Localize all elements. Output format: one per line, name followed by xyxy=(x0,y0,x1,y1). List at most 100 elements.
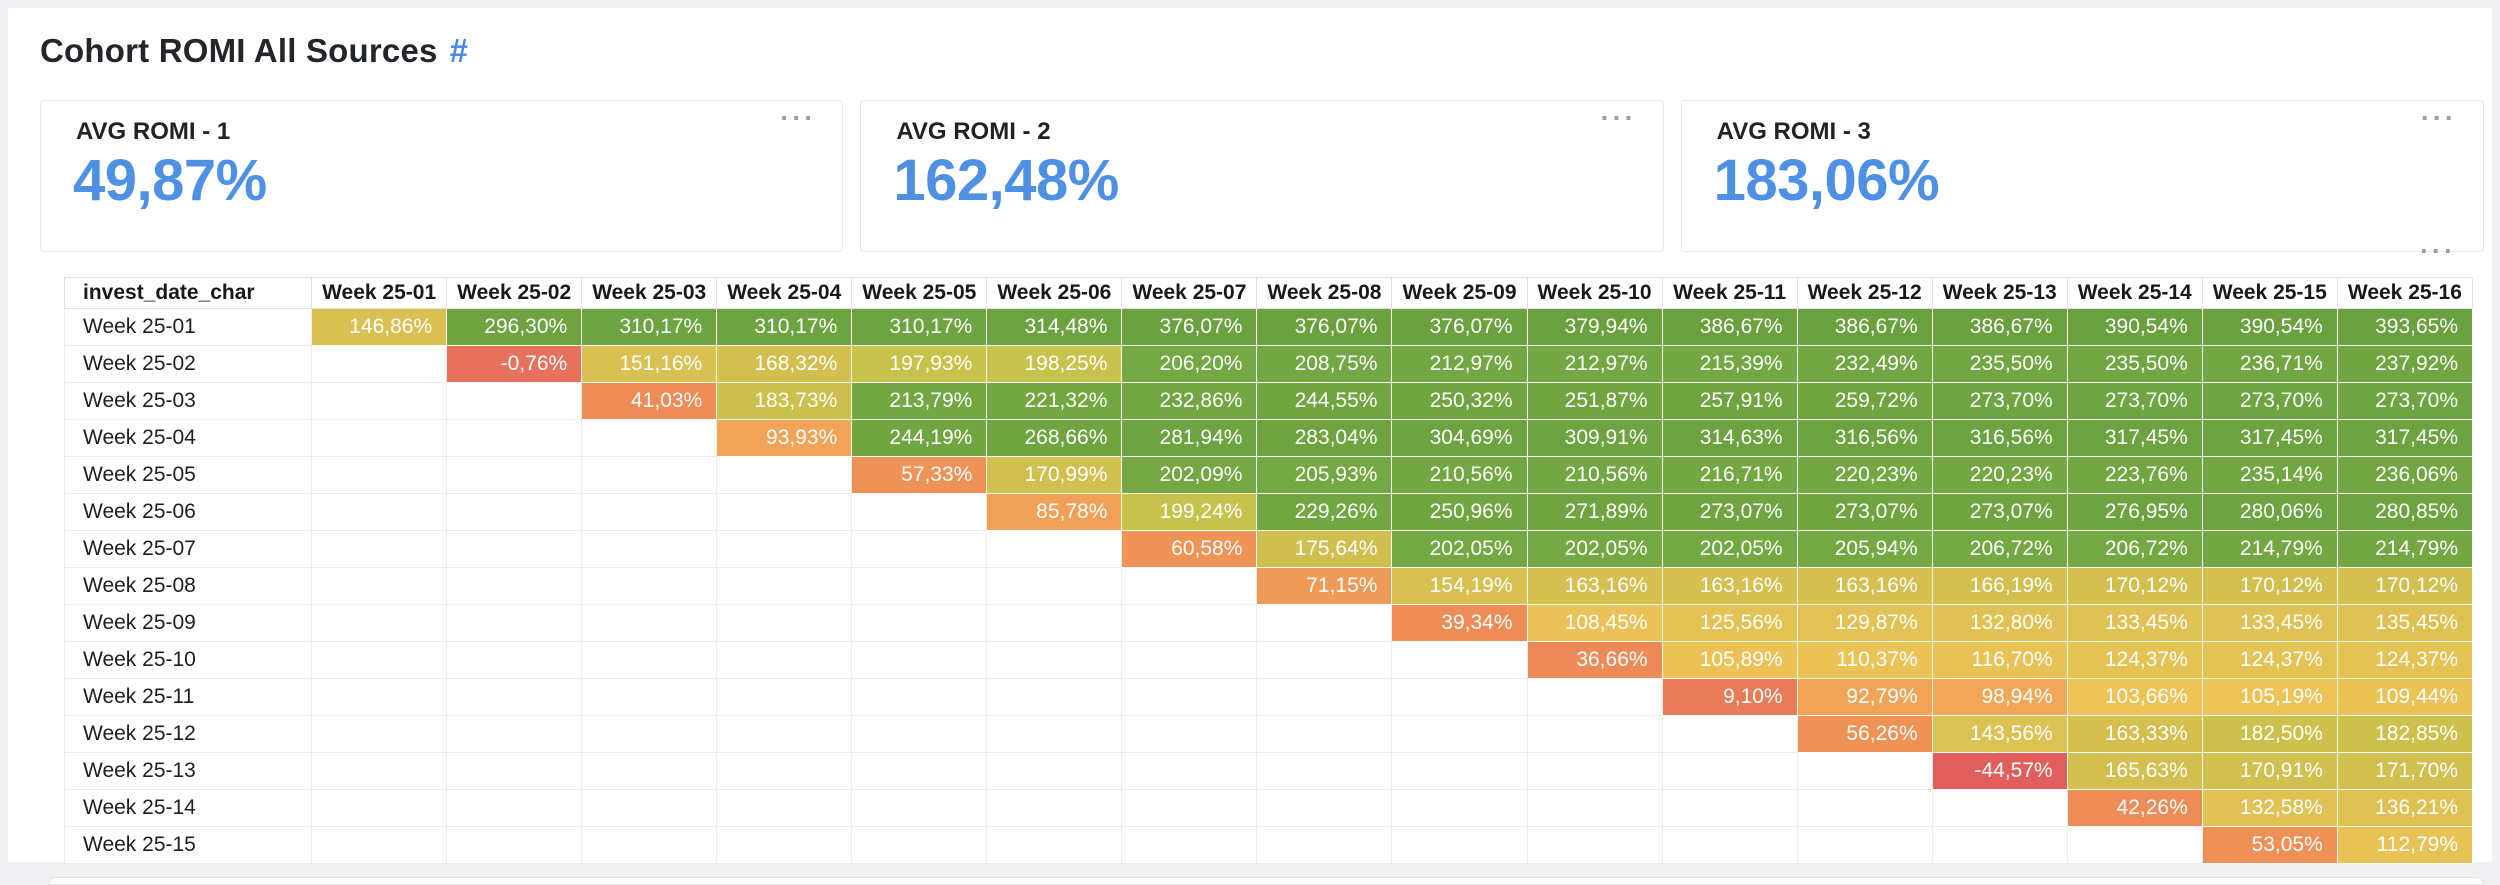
row-label: Week 25-04 xyxy=(63,419,313,457)
heatmap-cell: 60,58% xyxy=(1121,530,1258,568)
heatmap-cell: 235,50% xyxy=(2066,345,2203,383)
empty-cell xyxy=(446,382,583,420)
empty-cell xyxy=(311,826,448,864)
page-title-text: Cohort ROMI All Sources xyxy=(40,32,438,69)
empty-cell xyxy=(311,678,448,716)
heatmap-cell: 92,79% xyxy=(1796,678,1933,716)
page-title: Cohort ROMI All Sources # xyxy=(40,32,468,70)
heatmap-cell: 170,12% xyxy=(2201,567,2338,605)
heatmap-cell: 202,05% xyxy=(1661,530,1798,568)
heatmap-cell: 170,12% xyxy=(2336,567,2474,605)
heatmap-cell: 163,16% xyxy=(1796,567,1933,605)
heatmap-cell: 214,79% xyxy=(2336,530,2474,568)
heatmap-cell: 259,72% xyxy=(1796,382,1933,420)
heatmap-cell: 215,39% xyxy=(1661,345,1798,383)
empty-cell xyxy=(446,826,583,864)
table-row: Week 25-13 -44,57% 165,63% 170,91% 171,70% xyxy=(63,752,2474,790)
kpi-ellipsis-icon[interactable]: ··· xyxy=(2421,103,2457,133)
empty-cell xyxy=(446,493,583,531)
heatmap-cell: 280,85% xyxy=(2336,493,2474,531)
heatmap-cell: 124,37% xyxy=(2201,641,2338,679)
heatmap-cell: 151,16% xyxy=(581,345,718,383)
empty-cell xyxy=(1526,678,1663,716)
empty-cell xyxy=(986,641,1123,679)
heatmap-cell: 205,94% xyxy=(1796,530,1933,568)
column-header: Week 25-10 xyxy=(1526,277,1663,309)
empty-cell xyxy=(446,641,583,679)
empty-cell xyxy=(311,345,448,383)
heatmap-cell: 132,80% xyxy=(1931,604,2068,642)
next-widget-top-edge xyxy=(48,877,2484,885)
heatmap-cell: 273,70% xyxy=(2201,382,2338,420)
empty-cell xyxy=(311,456,448,494)
heatmap-cell: 314,63% xyxy=(1661,419,1798,457)
heatmap-cell: 108,45% xyxy=(1526,604,1663,642)
empty-cell xyxy=(311,382,448,420)
empty-cell xyxy=(1256,678,1393,716)
row-label: Week 25-01 xyxy=(63,308,313,346)
empty-cell xyxy=(581,419,718,457)
heatmap-cell: 56,26% xyxy=(1796,715,1933,753)
empty-cell xyxy=(986,567,1123,605)
title-hash-link[interactable]: # xyxy=(449,32,469,69)
heatmap-cell: 257,91% xyxy=(1661,382,1798,420)
table-widget-ellipsis-icon[interactable]: ··· xyxy=(2420,236,2456,266)
empty-cell xyxy=(1931,826,2068,864)
header-row: invest_date_char Week 25-01 Week 25-02 Wee… xyxy=(63,277,2474,309)
heatmap-cell: 379,94% xyxy=(1526,308,1663,346)
heatmap-cell: 129,87% xyxy=(1796,604,1933,642)
empty-cell xyxy=(446,752,583,790)
empty-cell xyxy=(986,715,1123,753)
empty-cell xyxy=(1121,678,1258,716)
heatmap-cell: 317,45% xyxy=(2066,419,2203,457)
row-label: Week 25-10 xyxy=(63,641,313,679)
empty-cell xyxy=(851,752,988,790)
column-header: Week 25-12 xyxy=(1796,277,1933,309)
empty-cell xyxy=(446,419,583,457)
empty-cell xyxy=(1391,789,1528,827)
heatmap-cell: 41,03% xyxy=(581,382,718,420)
kpi-ellipsis-icon[interactable]: ··· xyxy=(1600,103,1637,133)
empty-cell xyxy=(1931,789,2068,827)
empty-cell xyxy=(581,604,718,642)
heatmap-cell: 103,66% xyxy=(2066,678,2203,716)
column-header: Week 25-01 xyxy=(311,277,448,309)
heatmap-cell: 146,86% xyxy=(311,308,448,346)
heatmap-cell: 171,70% xyxy=(2336,752,2474,790)
heatmap-cell: 281,94% xyxy=(1121,419,1258,457)
heatmap-cell: 309,91% xyxy=(1526,419,1663,457)
empty-cell xyxy=(446,604,583,642)
heatmap-cell: 208,75% xyxy=(1256,345,1393,383)
heatmap-cell: 98,94% xyxy=(1931,678,2068,716)
heatmap-cell: 53,05% xyxy=(2201,826,2338,864)
dashboard-panel: Cohort ROMI All Sources # AVG ROMI - 1 49,… xyxy=(8,8,2492,864)
heatmap-cell: 273,70% xyxy=(2066,382,2203,420)
empty-cell xyxy=(581,826,718,864)
empty-cell xyxy=(851,789,988,827)
heatmap-cell: 273,70% xyxy=(1931,382,2068,420)
heatmap-cell: 386,67% xyxy=(1661,308,1798,346)
heatmap-cell: 42,26% xyxy=(2066,789,2203,827)
empty-cell xyxy=(1121,604,1258,642)
table-row: Week 25-12 56,26% 143,56% 163,33% 182,50% 182… xyxy=(63,715,2474,753)
empty-cell xyxy=(1391,678,1528,716)
empty-cell xyxy=(581,493,718,531)
column-header: Week 25-14 xyxy=(2066,277,2203,309)
heatmap-cell: 206,20% xyxy=(1121,345,1258,383)
heatmap-cell: 296,30% xyxy=(446,308,583,346)
heatmap-cell: 317,45% xyxy=(2336,419,2474,457)
table-row: Week 25-02 -0,76% 151,16% 168,32% 197,93% 198… xyxy=(63,345,2474,383)
heatmap-cell: 163,16% xyxy=(1526,567,1663,605)
kpi-ellipsis-icon[interactable]: ··· xyxy=(780,103,817,133)
heatmap-cell: 244,55% xyxy=(1256,382,1393,420)
heatmap-cell: 212,97% xyxy=(1526,345,1663,383)
heatmap-cell: 273,70% xyxy=(2336,382,2474,420)
heatmap-cell: 316,56% xyxy=(1796,419,1933,457)
heatmap-cell: 214,79% xyxy=(2201,530,2338,568)
empty-cell xyxy=(581,789,718,827)
empty-cell xyxy=(716,604,853,642)
empty-cell xyxy=(716,493,853,531)
heatmap-cell: 202,09% xyxy=(1121,456,1258,494)
heatmap-cell: 236,06% xyxy=(2336,456,2474,494)
empty-cell xyxy=(311,641,448,679)
